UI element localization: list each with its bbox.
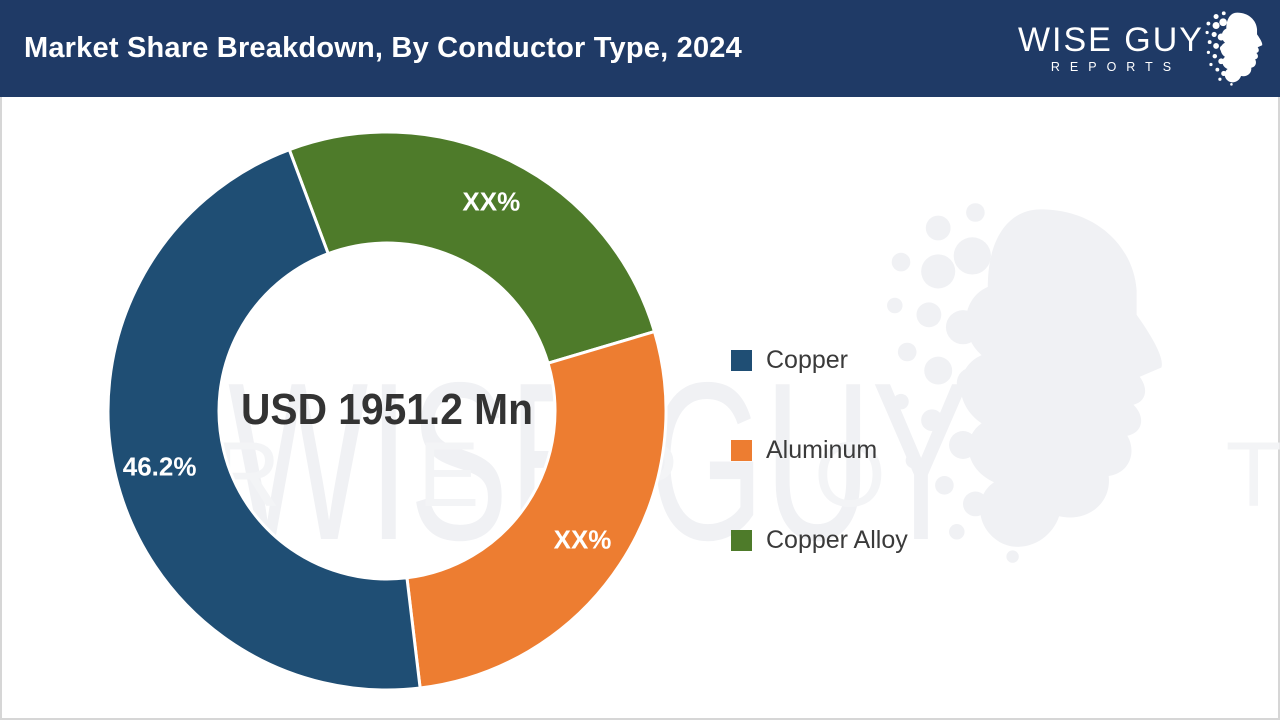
legend-label-copper-alloy: Copper Alloy [766,525,908,554]
header-bar: Market Share Breakdown, By Conductor Typ… [0,0,1280,97]
slice-label-aluminum: XX% [554,525,612,555]
slice-label-copper-alloy: XX% [462,187,520,217]
logo-wordmark-line1: WISE GUY [1017,21,1204,60]
legend-item-aluminum: Aluminum [731,435,908,464]
donut-slice-aluminum [405,330,668,690]
legend-label-copper: Copper [766,345,848,374]
donut-chart: XX% XX% 46.2% USD 1951.2 Mn [106,130,668,692]
legend-item-copper: Copper [731,345,908,374]
logo-wordmark: WISE GUY REPORTS [1018,23,1204,74]
page-title: Market Share Breakdown, By Conductor Typ… [24,32,742,64]
chart-center-value: USD 1951.2 Mn [241,385,533,434]
dotted-head-icon [1202,10,1266,87]
legend-swatch-copper [731,349,752,371]
legend-swatch-aluminum [731,439,752,461]
donut-slice-copper-alloy [287,130,656,365]
legend-label-aluminum: Aluminum [766,435,878,464]
wise-guy-reports-logo: WISE GUY REPORTS [1018,10,1266,87]
legend-item-copper-alloy: Copper Alloy [731,525,908,554]
slice-label-copper: 46.2% [123,451,197,481]
donut-slice-copper [106,148,422,692]
chart-legend: Copper Aluminum Copper Alloy [731,345,908,618]
chart-area: WISE GUY R E P O R T S XX%XX%46.2% USD 1… [0,97,1280,720]
logo-wordmark-line2: REPORTS [1050,60,1182,75]
legend-swatch-copper-alloy [731,529,752,551]
